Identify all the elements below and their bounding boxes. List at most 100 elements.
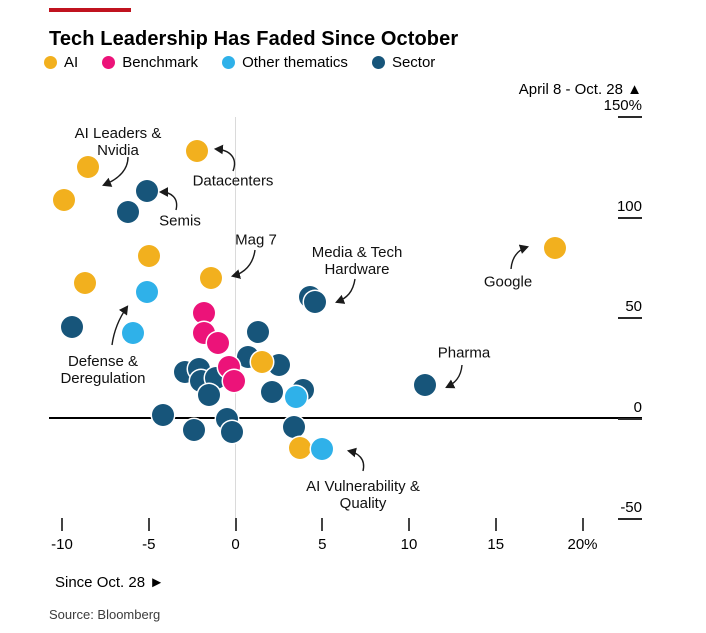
x-tick-mark: [494, 518, 497, 531]
y-tick-label: -50: [620, 499, 642, 516]
legend-swatch-icon: [44, 56, 57, 69]
legend-item-ai: AI: [44, 54, 78, 71]
x-tick-mark: [581, 518, 584, 531]
legend-label-other-thematics: Other thematics: [242, 54, 348, 71]
accent-bar: [49, 8, 131, 12]
annotation-line: Defense &: [67, 353, 139, 370]
annotation-arrow-google: [510, 244, 529, 270]
dot-sector: [116, 201, 139, 224]
dot-other-thematics: [122, 322, 145, 345]
y-tick-label: 100: [616, 197, 642, 215]
dot-sector: [221, 420, 244, 443]
x-tick-label: 10: [400, 536, 418, 553]
x-tick-label: 0: [231, 536, 240, 553]
dot-sector: [136, 180, 158, 203]
y-tick-label: 150%: [603, 97, 642, 114]
x-tick-label: 5: [318, 536, 327, 553]
y-tick-mark: [618, 216, 642, 219]
annotation-arrow-ai-vulnerability: [346, 447, 365, 472]
dot-sector: [413, 374, 436, 397]
y-tick-mark: [618, 417, 642, 420]
annotation-line: Deregulation: [60, 370, 146, 387]
dot-ai: [137, 244, 160, 267]
annotation-line: Nvidia: [97, 142, 139, 159]
dot-sector: [247, 321, 270, 344]
dot-sector: [260, 381, 283, 404]
annotation-arrow-ai-leaders: [102, 156, 129, 187]
dot-sector: [283, 415, 306, 438]
dot-benchmark: [193, 301, 216, 324]
y-tick-mark: [618, 518, 642, 520]
dot-ai: [52, 189, 75, 212]
x-tick-label: 15: [487, 536, 505, 553]
annotation-media-tech-hardware: Media & Tech Hardware: [312, 244, 403, 278]
annotation-ai-vulnerability: AI Vulnerability & Quality: [306, 478, 420, 512]
dot-ai: [73, 271, 96, 294]
x-tick-mark: [321, 518, 324, 531]
annotation-ai-leaders: AI Leaders & Nvidia: [75, 125, 162, 159]
annotation-line: AI Vulnerability &: [306, 478, 420, 495]
dot-benchmark: [207, 332, 230, 355]
annotation-mag7: Mag 7: [235, 232, 277, 249]
dot-ai: [77, 156, 100, 179]
legend-item-sector: Sector: [371, 54, 436, 71]
legend-item-benchmark: Benchmark: [102, 54, 198, 71]
annotation-google: Google: [484, 274, 532, 291]
legend-swatch-icon: [102, 56, 116, 69]
x-tick-mark: [234, 518, 237, 531]
dot-ai: [288, 436, 311, 459]
annotation-semis: Semis: [159, 213, 201, 230]
dot-other-thematics: [136, 280, 158, 303]
legend-label-ai: AI: [64, 54, 79, 71]
annotation-arrow-pharma: [445, 364, 463, 389]
annotation-arrow-datacenters: [213, 144, 236, 172]
x-tick-label: -5: [142, 536, 156, 553]
annotation-arrow-semis: [158, 187, 178, 211]
legend-label-sector: Sector: [391, 54, 436, 71]
page-title: Tech Leadership Has Faded Since October: [49, 28, 459, 51]
legend-label-benchmark: Benchmark: [122, 54, 199, 71]
dot-ai: [186, 140, 209, 163]
dot-other-thematics: [285, 386, 308, 409]
y-tick-mark: [618, 116, 642, 118]
dot-ai: [200, 266, 223, 289]
y-tick-label: 50: [625, 298, 642, 315]
annotation-line: Semis: [159, 212, 201, 230]
source-label: Source: Bloomberg: [49, 607, 161, 622]
annotation-defense-deregulation: Defense & Deregulation: [60, 353, 145, 387]
dot-ai: [250, 351, 273, 374]
x0-gridline: [235, 117, 236, 518]
dot-ai: [543, 236, 566, 259]
dot-benchmark: [222, 370, 245, 393]
x-tick-label: -10: [51, 536, 73, 553]
annotation-datacenters: Datacenters: [193, 173, 274, 190]
x-tick-mark: [408, 518, 410, 531]
annotation-line: Hardware: [324, 261, 390, 278]
annotation-line: Google: [483, 273, 533, 291]
x-tick-mark: [61, 518, 63, 531]
annotation-arrow-media-tech-hardware: [335, 278, 356, 304]
dot-sector: [198, 384, 221, 407]
dot-sector: [267, 354, 290, 377]
dot-sector: [304, 290, 327, 313]
x-axis-title: Since Oct. 28 ►: [55, 574, 165, 591]
legend-item-other-thematics: Other thematics: [222, 54, 348, 71]
x-tick-label: 20%: [567, 536, 598, 553]
x-tick-mark: [147, 518, 150, 531]
dot-sector: [182, 418, 205, 441]
zero-line: [49, 417, 642, 419]
annotation-arrow-mag7: [230, 249, 256, 279]
annotation-line: Media & Tech: [311, 244, 403, 261]
y-axis-title: April 8 - Oct. 28 ▲: [518, 81, 642, 98]
annotation-line: Quality: [339, 495, 387, 512]
y-tick-label: 0: [633, 398, 642, 416]
annotation-line: Datacenters: [192, 172, 274, 190]
legend-swatch-icon: [371, 56, 385, 69]
dot-other-thematics: [311, 437, 334, 460]
dot-sector: [151, 404, 174, 427]
annotation-pharma: Pharma: [438, 345, 491, 362]
annotation-line: AI Leaders &: [74, 125, 162, 142]
annotation-line: Pharma: [437, 344, 491, 362]
legend-swatch-icon: [222, 56, 236, 69]
